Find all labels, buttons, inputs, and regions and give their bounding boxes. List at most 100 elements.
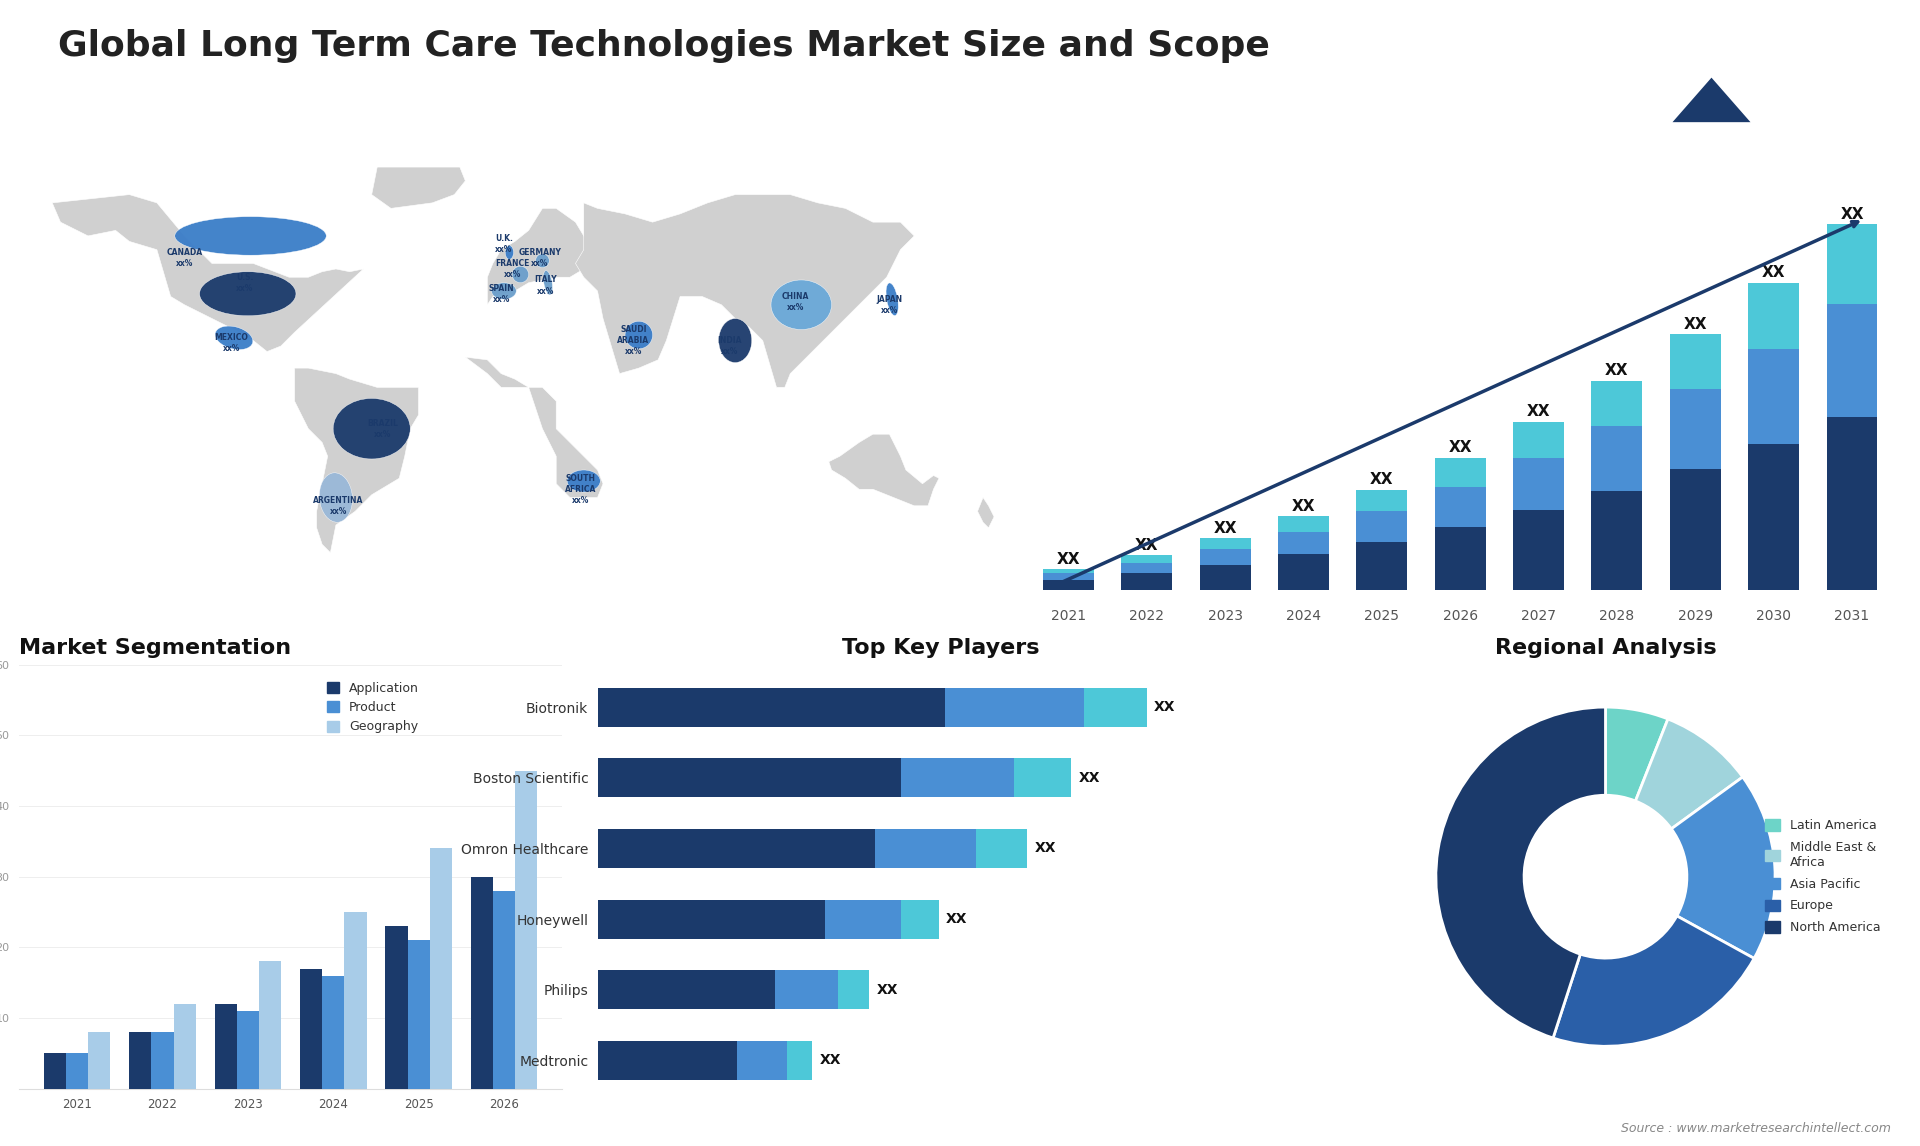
Text: XX: XX (1213, 520, 1236, 536)
Circle shape (1524, 795, 1688, 958)
Bar (215, 1004, 236, 1089)
Text: INTELLECT: INTELLECT (1801, 89, 1862, 100)
Ellipse shape (505, 245, 513, 259)
Bar (65, 1053, 88, 1089)
Bar (1513, 510, 1565, 590)
Bar (1670, 390, 1720, 469)
Text: INDIA
xx%: INDIA xx% (718, 336, 741, 356)
Polygon shape (372, 167, 465, 209)
Text: GERMANY
xx%: GERMANY xx% (518, 248, 561, 268)
Bar (900, 759, 1014, 798)
Ellipse shape (772, 280, 831, 330)
Text: ITALY
xx%: ITALY xx% (534, 275, 557, 296)
Text: 2029: 2029 (1678, 610, 1713, 623)
Bar (344, 912, 367, 1089)
Text: 2028: 2028 (1599, 610, 1634, 623)
Bar (173, 1004, 196, 1089)
Text: RESEARCH: RESEARCH (1801, 65, 1862, 76)
Ellipse shape (334, 399, 411, 460)
Title: Top Key Players: Top Key Players (843, 637, 1039, 658)
Bar (1749, 283, 1799, 350)
Wedge shape (1553, 916, 1755, 1046)
Bar (1670, 335, 1720, 390)
Bar (1121, 563, 1171, 573)
Text: SOUTH
AFRICA
xx%: SOUTH AFRICA xx% (564, 473, 597, 505)
Wedge shape (1605, 707, 1668, 801)
Text: XX: XX (1135, 537, 1158, 552)
Bar (1043, 570, 1094, 573)
Bar (1513, 458, 1565, 510)
Bar (1356, 489, 1407, 511)
Bar (493, 890, 515, 1089)
Polygon shape (829, 434, 939, 505)
Text: XX: XX (1056, 551, 1081, 566)
Ellipse shape (492, 283, 516, 299)
Text: XX: XX (1763, 265, 1786, 280)
Bar (1043, 580, 1094, 590)
Text: ARGENTINA
xx%: ARGENTINA xx% (313, 496, 363, 516)
Text: 2025: 2025 (1365, 610, 1400, 623)
Text: XX: XX (947, 912, 968, 926)
Bar (1670, 469, 1720, 590)
Bar (826, 900, 900, 939)
Title: Regional Analysis: Regional Analysis (1494, 637, 1716, 658)
Bar (129, 1033, 152, 1089)
Bar (900, 900, 939, 939)
Polygon shape (294, 368, 419, 552)
Text: XX: XX (877, 983, 899, 997)
Bar (323, 975, 344, 1089)
Bar (1434, 458, 1486, 487)
Text: XX: XX (1839, 206, 1864, 221)
Ellipse shape (543, 270, 553, 295)
Text: U.K.
xx%: U.K. xx% (495, 234, 513, 254)
Ellipse shape (536, 253, 549, 267)
Bar (597, 971, 774, 1010)
Text: SAUDI
ARABIA
xx%: SAUDI ARABIA xx% (616, 325, 649, 356)
Text: XX: XX (1154, 700, 1175, 714)
Bar (1592, 490, 1642, 590)
Bar (1043, 573, 1094, 580)
Text: BRAZIL
xx%: BRAZIL xx% (367, 418, 397, 439)
Text: XX: XX (820, 1053, 841, 1067)
Text: 2022: 2022 (1129, 610, 1164, 623)
Bar (1200, 539, 1250, 549)
Text: 2021: 2021 (1050, 610, 1087, 623)
Polygon shape (465, 358, 603, 497)
Bar (1356, 542, 1407, 590)
Text: Global Long Term Care Technologies Market Size and Scope: Global Long Term Care Technologies Marke… (58, 29, 1269, 63)
Ellipse shape (626, 321, 653, 348)
Text: JAPAN
xx%: JAPAN xx% (876, 295, 902, 315)
Wedge shape (1636, 719, 1743, 829)
Bar (152, 1033, 173, 1089)
Bar (1434, 487, 1486, 527)
Text: XX: XX (1448, 440, 1473, 455)
Bar (44, 1053, 65, 1089)
Legend: Application, Product, Geography: Application, Product, Geography (324, 680, 420, 736)
Bar (1826, 304, 1878, 417)
Bar (1121, 573, 1171, 590)
Bar (1826, 417, 1878, 590)
Polygon shape (1672, 78, 1751, 123)
Bar (1592, 426, 1642, 490)
Bar (1513, 422, 1565, 458)
Bar (300, 968, 323, 1089)
Bar (876, 829, 977, 868)
Text: MARKET: MARKET (1801, 41, 1849, 52)
Bar (1279, 555, 1329, 590)
Bar (470, 877, 493, 1089)
Bar (407, 940, 430, 1089)
Bar (1356, 511, 1407, 542)
Text: XX: XX (1526, 405, 1549, 419)
Text: 2024: 2024 (1286, 610, 1321, 623)
Bar (236, 1011, 259, 1089)
Bar (597, 1041, 737, 1080)
Bar (1434, 527, 1486, 590)
Text: 2027: 2027 (1521, 610, 1555, 623)
Text: U.S.
xx%: U.S. xx% (236, 273, 253, 292)
Wedge shape (1670, 777, 1776, 958)
Bar (597, 759, 900, 798)
Bar (774, 971, 837, 1010)
Text: 2026: 2026 (1442, 610, 1478, 623)
Ellipse shape (513, 266, 528, 283)
Bar (1749, 445, 1799, 590)
